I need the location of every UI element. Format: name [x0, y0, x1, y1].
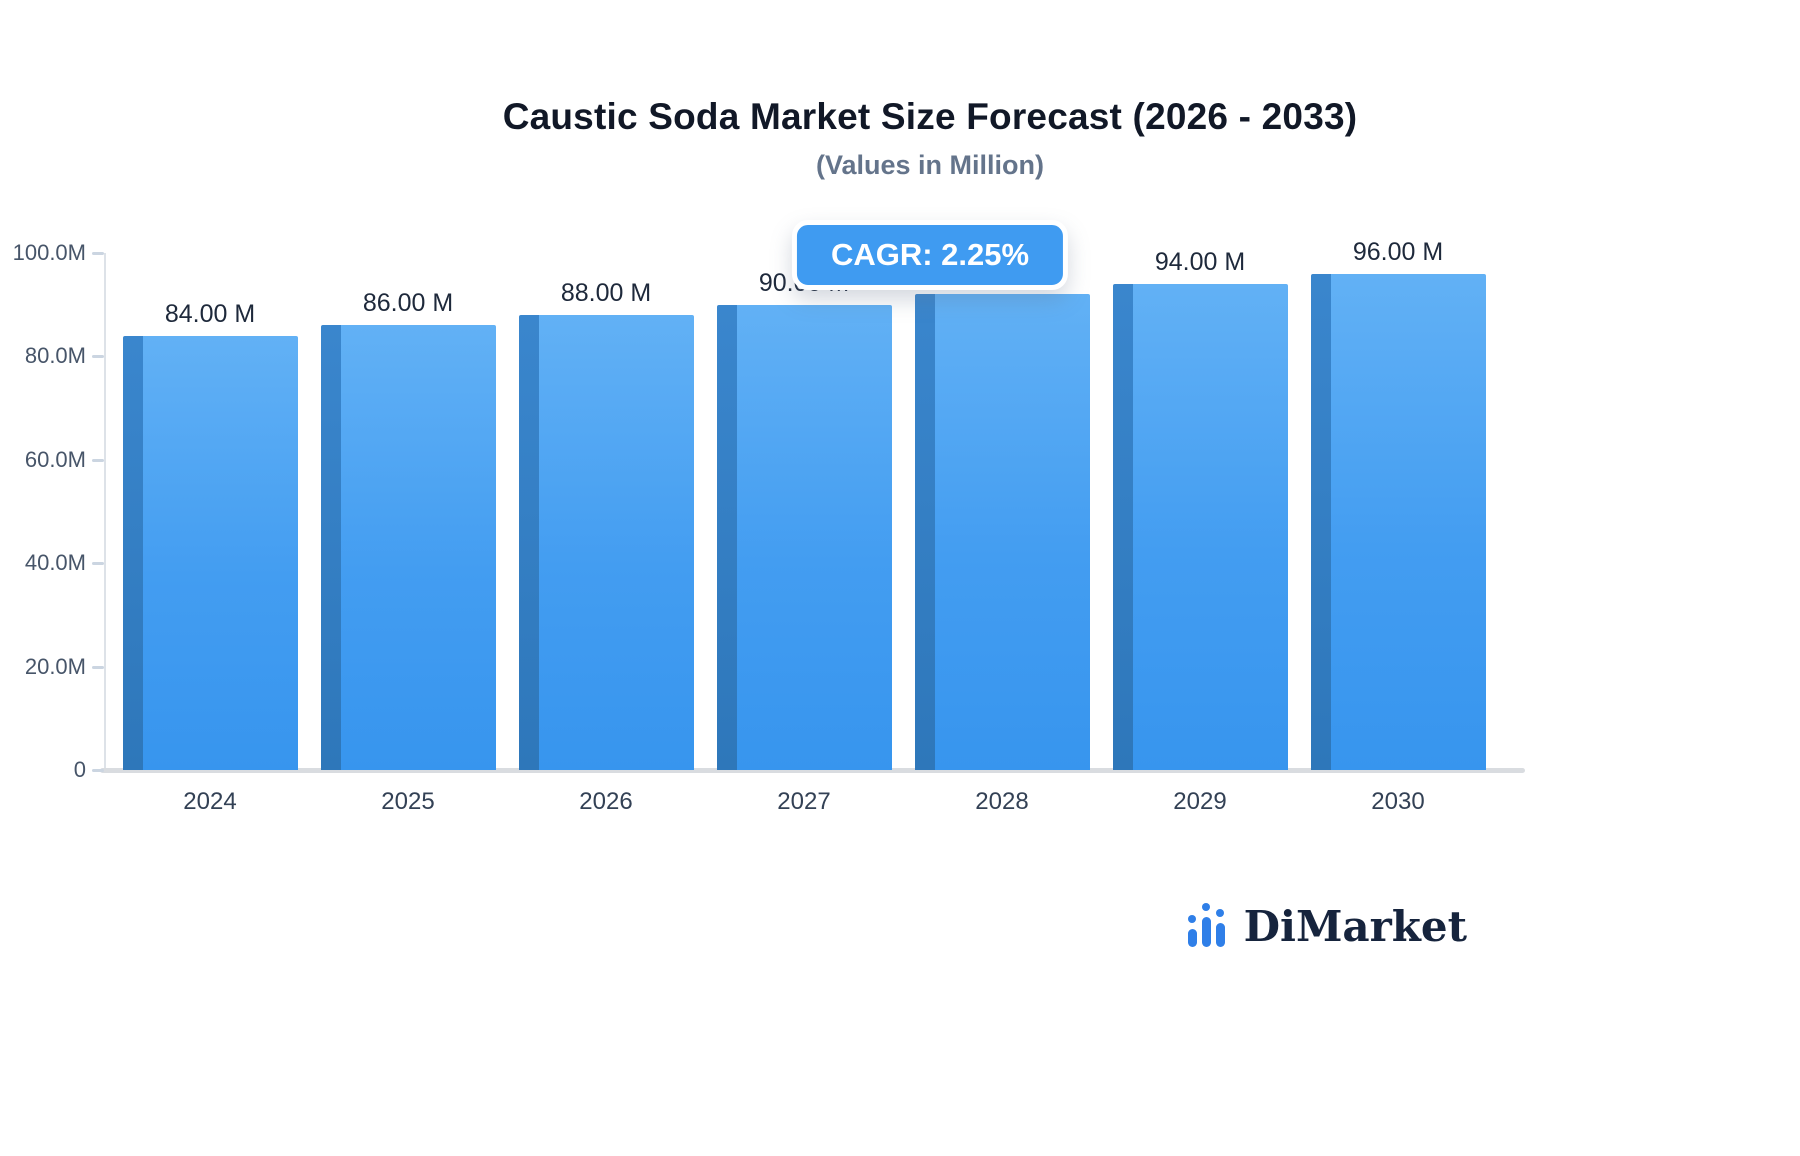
bar-value-label: 96.00 M [1352, 237, 1444, 266]
bar-front-face [340, 325, 496, 770]
brand-wordmark: DiMarket [1243, 902, 1467, 951]
bar-front-face [1132, 284, 1288, 770]
y-axis-tick-mark [92, 769, 104, 772]
y-axis-tick-mark [92, 252, 104, 255]
y-axis-tick-mark [92, 562, 104, 566]
x-axis-label: 2025 [381, 788, 435, 815]
y-axis-tick-mark [92, 458, 104, 462]
bar-chart-icon [1187, 903, 1232, 949]
x-axis-label: 2027 [777, 788, 831, 815]
y-axis-tick-label: 60.0M [24, 446, 86, 472]
y-axis-tick-label: 40.0M [24, 550, 86, 576]
dimarket-logo: DiMarket [1187, 902, 1467, 951]
bar-value-label: 86.00 M [362, 289, 454, 318]
bar-side-face [320, 325, 341, 770]
bar-side-face [914, 294, 935, 770]
x-axis-label: 2029 [1173, 788, 1227, 815]
chart-title: Caustic Soda Market Size Forecast (2026 … [502, 96, 1358, 137]
bar-2024 [122, 335, 298, 770]
x-axis-line [100, 768, 1525, 773]
y-axis-tick-mark [92, 665, 104, 669]
y-axis-tick-label: 0 [73, 757, 86, 782]
bar-2029 [1112, 284, 1288, 770]
bar-2025 [320, 325, 496, 770]
bar-front-face [934, 294, 1090, 770]
bar-front-face [142, 335, 298, 770]
x-axis-label: 2024 [183, 788, 237, 815]
bar-2030 [1310, 273, 1486, 770]
bar-side-face [518, 315, 539, 770]
x-axis-label: 2026 [579, 788, 633, 815]
chart-subtitle: (Values in Million) [815, 150, 1045, 180]
bar-side-face [122, 335, 143, 770]
bar-2026 [518, 315, 694, 770]
bar-2027 [716, 304, 892, 770]
bar-side-face [1112, 284, 1133, 770]
x-axis-label: 2030 [1371, 788, 1425, 815]
bar-value-label: 84.00 M [164, 299, 256, 328]
cagr-badge: CAGR: 2.25% [791, 220, 1069, 290]
y-axis-tick-label: 80.0M [24, 343, 86, 369]
bar-side-face [716, 304, 737, 770]
y-axis-tick-mark [92, 355, 104, 359]
bar-front-face [736, 304, 892, 770]
bar-front-face [538, 315, 694, 770]
y-axis-tick-label: 100.0M [12, 240, 86, 265]
y-axis-tick-label: 20.0M [24, 653, 86, 679]
bar-value-label: 88.00 M [560, 279, 652, 308]
bar-side-face [1310, 273, 1331, 770]
y-axis-line [104, 253, 106, 772]
bar-value-label: 94.00 M [1154, 248, 1246, 277]
bar-2028 [914, 294, 1090, 770]
x-axis-label: 2028 [975, 788, 1029, 815]
bar-front-face [1330, 273, 1486, 770]
